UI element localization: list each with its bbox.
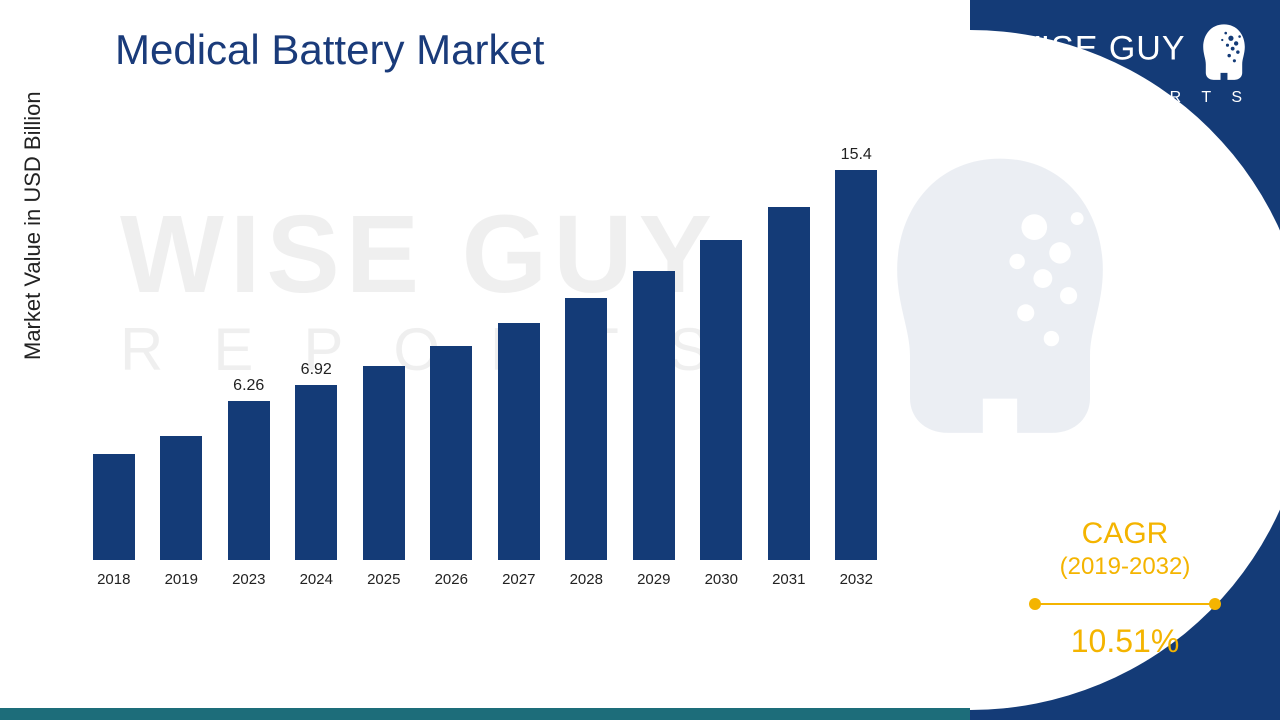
bar-chart: 20182019 6.26 2023 6.92 20242025202620272028… [80, 170, 890, 590]
cagr-block: CAGR (2019-2032) 10.51% [1010, 517, 1240, 660]
bar [700, 240, 742, 560]
bar-category-label: 2025 [350, 571, 418, 588]
bar-category-label: 2031 [755, 571, 823, 588]
bar [498, 323, 540, 560]
brand-logo: WISE GUY R E P O R T S [1008, 22, 1250, 107]
bar [363, 366, 405, 560]
y-axis-label: Market Value in USD Billion [20, 91, 46, 360]
bar [565, 298, 607, 560]
logo-line1: WISE GUY [1008, 30, 1186, 68]
bottom-accent-strip [0, 708, 970, 720]
bar-category-label: 2029 [620, 571, 688, 588]
cagr-value: 10.51% [1010, 623, 1240, 660]
cagr-divider [1035, 603, 1215, 605]
bar [430, 346, 472, 560]
bar [768, 207, 810, 560]
bar-category-label: 2023 [215, 571, 283, 588]
bar-category-label: 2032 [823, 571, 891, 588]
bar-category-label: 2028 [553, 571, 621, 588]
bar [295, 385, 337, 560]
bar-category-label: 2030 [688, 571, 756, 588]
logo-line2: R E P O R T S [1008, 89, 1250, 107]
logo-head-icon [1198, 22, 1250, 89]
bar-value-label: 15.4 [823, 146, 891, 164]
bar [633, 271, 675, 560]
cagr-period: (2019-2032) [1010, 553, 1240, 581]
bar-value-label: 6.26 [215, 377, 283, 395]
bar [835, 170, 877, 560]
bar-category-label: 2019 [148, 571, 216, 588]
bar [160, 436, 202, 560]
bar-category-label: 2024 [283, 571, 351, 588]
bar-category-label: 2027 [485, 571, 553, 588]
bar [228, 401, 270, 560]
infographic-canvas: Medical Battery Market WISE GUY REPORTS … [0, 0, 1280, 720]
cagr-label: CAGR [1010, 517, 1240, 551]
bar-category-label: 2018 [80, 571, 148, 588]
bar [93, 454, 135, 560]
chart-title: Medical Battery Market [115, 26, 544, 74]
bars-container: 201820196.2620236.9220242025202620272028… [80, 170, 890, 560]
bar-value-label: 6.92 [283, 361, 351, 379]
bar-category-label: 2026 [418, 571, 486, 588]
